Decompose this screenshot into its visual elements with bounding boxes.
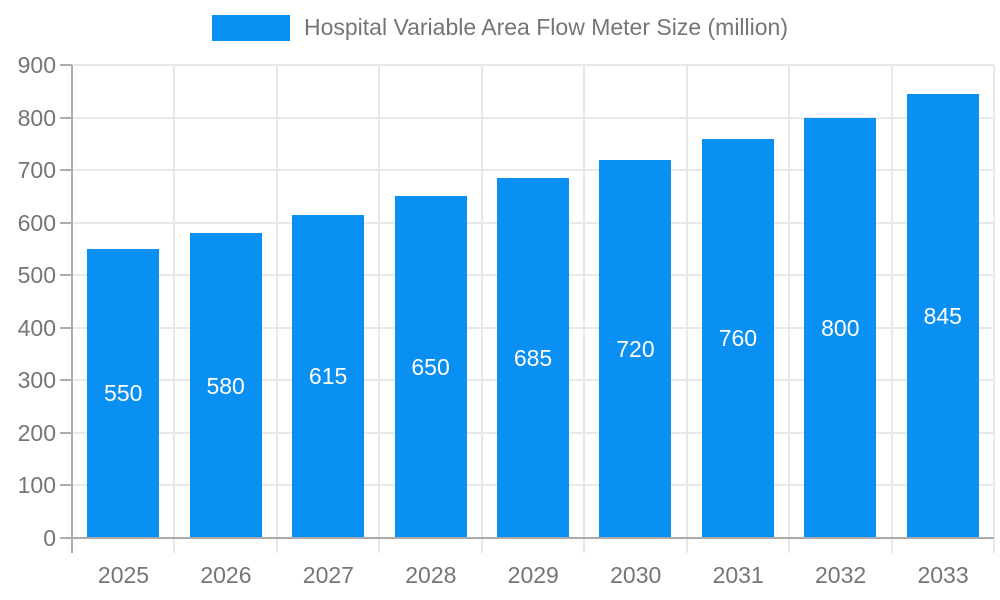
y-axis-tick [60, 537, 72, 539]
y-axis-tick-label: 400 [17, 314, 56, 341]
bar-2028[interactable]: 650 [394, 196, 467, 538]
x-axis-tick [993, 539, 995, 553]
bar-value-label: 685 [513, 345, 553, 371]
y-axis-tick-label: 900 [17, 52, 56, 78]
bar-value-label: 845 [923, 302, 962, 329]
x-axis-tick [890, 539, 893, 553]
y-axis-tick [60, 484, 72, 487]
x-axis-tick [480, 539, 483, 553]
legend-label: Hospital Variable Area Flow Meter Size (… [303, 14, 789, 40]
x-axis-tick-label: 2032 [815, 562, 867, 588]
y-axis-tick-label: 500 [17, 262, 56, 289]
y-axis-tick [60, 169, 72, 172]
x-axis-tick-label: 2027 [302, 562, 354, 588]
bar-2025[interactable]: 550 [87, 248, 160, 538]
y-axis-tick [60, 64, 72, 66]
gridline-vertical [173, 65, 176, 538]
plot-area: 550 580 615 650 685 720 760 800 845 [71, 64, 995, 538]
y-axis-tick [60, 274, 72, 277]
bar-value-label: 800 [821, 314, 860, 341]
bar-value-label: 760 [718, 325, 758, 352]
y-axis-tick [60, 221, 72, 224]
x-axis-tick-label: 2033 [917, 562, 969, 588]
gridline-horizontal [72, 64, 994, 66]
x-axis-tick-label: 2030 [610, 562, 662, 588]
y-axis-tick-label: 800 [17, 104, 56, 131]
x-axis-tick-label: 2029 [507, 562, 559, 588]
legend[interactable]: Hospital Variable Area Flow Meter Size (… [0, 14, 1000, 41]
bar-value-label: 720 [616, 335, 655, 362]
gridline-horizontal [72, 169, 994, 172]
gridline-vertical [993, 65, 995, 538]
x-axis-line [72, 537, 994, 539]
bar-2029[interactable]: 685 [497, 178, 569, 538]
gridline-vertical [685, 65, 688, 538]
gridline-horizontal [72, 116, 994, 119]
x-axis-tick [788, 539, 791, 553]
bar-value-label: 550 [104, 380, 143, 407]
x-axis-tick [173, 539, 176, 553]
x-axis-tick [685, 539, 688, 553]
x-axis-tick-label: 2026 [200, 562, 252, 588]
bar-value-label: 580 [206, 372, 245, 399]
bar-2032[interactable]: 800 [804, 117, 877, 538]
gridline-vertical [890, 65, 893, 538]
bar-value-label: 650 [411, 354, 450, 381]
bar-2030[interactable]: 720 [599, 159, 672, 538]
y-axis-tick-label: 600 [17, 209, 56, 236]
bar-2033[interactable]: 845 [906, 93, 979, 538]
bar-2026[interactable]: 580 [189, 233, 262, 538]
gridline-vertical [480, 65, 483, 538]
x-axis-tick [378, 539, 381, 553]
x-axis-tick [275, 539, 278, 553]
x-axis-tick-label: 2028 [405, 562, 457, 588]
y-axis-tick-label: 0 [43, 525, 56, 551]
y-axis-tick [60, 326, 72, 329]
bar-2031[interactable]: 760 [701, 138, 774, 538]
y-axis-tick-label: 700 [17, 157, 56, 184]
y-axis-tick-label: 300 [17, 367, 56, 394]
gridline-vertical [788, 65, 791, 538]
gridline-vertical [583, 65, 586, 538]
y-axis-tick [60, 379, 72, 382]
bar-2027[interactable]: 615 [292, 214, 365, 538]
gridline-vertical [275, 65, 278, 538]
y-axis-tick-label: 200 [17, 419, 56, 446]
x-axis-tick-label: 2025 [97, 562, 150, 588]
y-axis-line [71, 65, 73, 553]
y-axis-tick [60, 431, 72, 434]
y-axis-tick-label: 100 [17, 472, 56, 499]
x-axis-tick [583, 539, 586, 553]
bar-value-label: 615 [308, 363, 348, 390]
x-axis-tick-label: 2031 [712, 562, 764, 588]
y-axis-tick [60, 116, 72, 119]
legend-swatch-icon [211, 14, 290, 41]
gridline-vertical [378, 65, 381, 538]
